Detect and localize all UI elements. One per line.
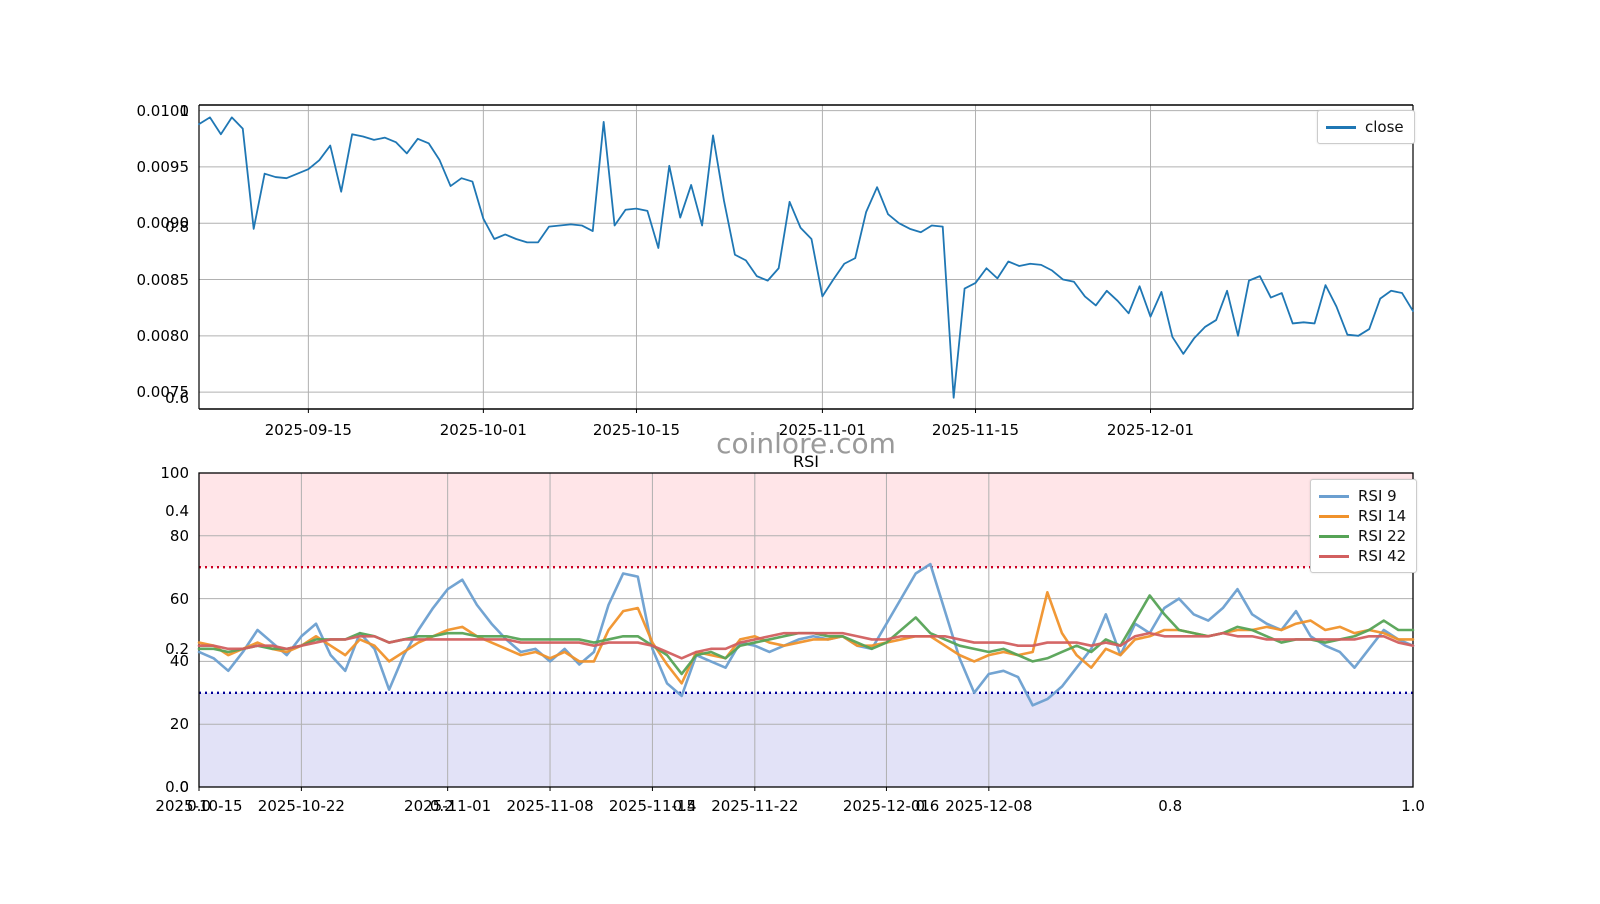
price-panel [198, 104, 1414, 413]
rsi-panel [197, 472, 1415, 791]
rsi-xtick-label: 2025-10-22 [257, 797, 345, 815]
price-legend[interactable]: close [1317, 110, 1415, 144]
rsi-ytick-secondary-label: 0.2 [165, 639, 189, 658]
price-close-line [198, 116, 1414, 399]
rsi-xtick-label: 2025-12-08 [945, 797, 1033, 815]
rsi-title: RSI [793, 452, 819, 471]
price-xtick-label: 2025-11-15 [931, 421, 1020, 439]
legend-color-swatch [1319, 514, 1349, 518]
price-xtick-label: 2025-10-15 [592, 421, 681, 439]
rsi-ytick-label: 100 [160, 464, 189, 482]
price-ytick-secondary-label: 0.6 [165, 388, 189, 407]
rsi-line-rsi-9 [197, 562, 1415, 707]
legend-item[interactable]: RSI 9 [1319, 486, 1406, 506]
price-ytick-label: 0.0080 [136, 326, 190, 345]
price-ytick-label: 0.0090 [136, 214, 190, 233]
rsi-ytick-label: 20 [169, 715, 189, 734]
price-ytick-secondary-label: 0.8 [165, 218, 189, 237]
legend-item[interactable]: RSI 14 [1319, 506, 1406, 526]
legend-item[interactable]: close [1326, 117, 1404, 137]
price-ytick-label: 0.0100 [136, 101, 190, 120]
legend-label: RSI 9 [1358, 487, 1397, 505]
legend-label: close [1365, 118, 1404, 136]
rsi-xtick-label: 2025-12-01 [842, 797, 931, 815]
rsi-xtick-label: 2025-11-15 [608, 797, 696, 815]
rsi-line-rsi-42 [197, 631, 1415, 660]
price-xtick-label: 2025-11-01 [778, 421, 866, 439]
rsi-xtick-label: 2025-10-15 [155, 797, 243, 815]
price-xtick-label: 2025-12-01 [1106, 421, 1195, 439]
price-ytick-secondary-label: 1 [179, 101, 189, 120]
rsi-xtick-secondary-label: 0.0 [187, 797, 211, 815]
rsi-ytick-secondary-label: 0.0 [165, 778, 189, 796]
rsi-xtick-secondary-label: 0.4 [672, 797, 697, 815]
watermark: coinlore.com [716, 427, 896, 460]
legend-label: RSI 14 [1358, 507, 1407, 525]
rsi-xtick-label: 2025-11-22 [711, 797, 799, 815]
rsi-ytick-label: 60 [169, 589, 189, 608]
legend-item[interactable]: RSI 22 [1319, 526, 1406, 546]
legend-color-swatch [1326, 125, 1356, 129]
rsi-xtick-secondary-label: 1.0 [1401, 797, 1425, 815]
price-xtick-label: 2025-09-15 [264, 421, 352, 439]
rsi-band-oversold [199, 692, 1413, 787]
rsi-xtick-secondary-label: 0.6 [915, 797, 940, 815]
rsi-ytick-label: 80 [169, 526, 189, 545]
legend-label: RSI 22 [1358, 527, 1407, 545]
legend-color-swatch [1319, 534, 1349, 538]
rsi-band-overbought [199, 473, 1413, 568]
rsi-legend[interactable]: RSI 9 RSI 14 RSI 22 RSI 42 [1310, 479, 1418, 573]
price-ytick-label: 0.0085 [136, 270, 190, 289]
legend-color-swatch [1319, 554, 1349, 558]
legend-color-swatch [1319, 494, 1349, 498]
rsi-xtick-label: 2025-11-01 [404, 797, 492, 815]
price-plot-bg [199, 105, 1413, 409]
price-ytick-label: 0.0075 [136, 383, 190, 402]
rsi-xtick-secondary-label: 0.8 [1158, 797, 1183, 815]
price-ytick-label: 0.0095 [136, 157, 190, 176]
price-xtick-label: 2025-10-01 [439, 421, 527, 439]
rsi-xtick-label: 2025-11-08 [506, 797, 594, 815]
rsi-ytick-label: 0 [179, 778, 189, 796]
rsi-ytick-secondary-label: 0.4 [165, 501, 189, 520]
legend-label: RSI 42 [1358, 547, 1407, 565]
legend-item[interactable]: RSI 42 [1319, 546, 1406, 566]
rsi-xtick-secondary-label: 0.2 [429, 797, 454, 815]
rsi-ytick-label: 40 [169, 652, 189, 671]
